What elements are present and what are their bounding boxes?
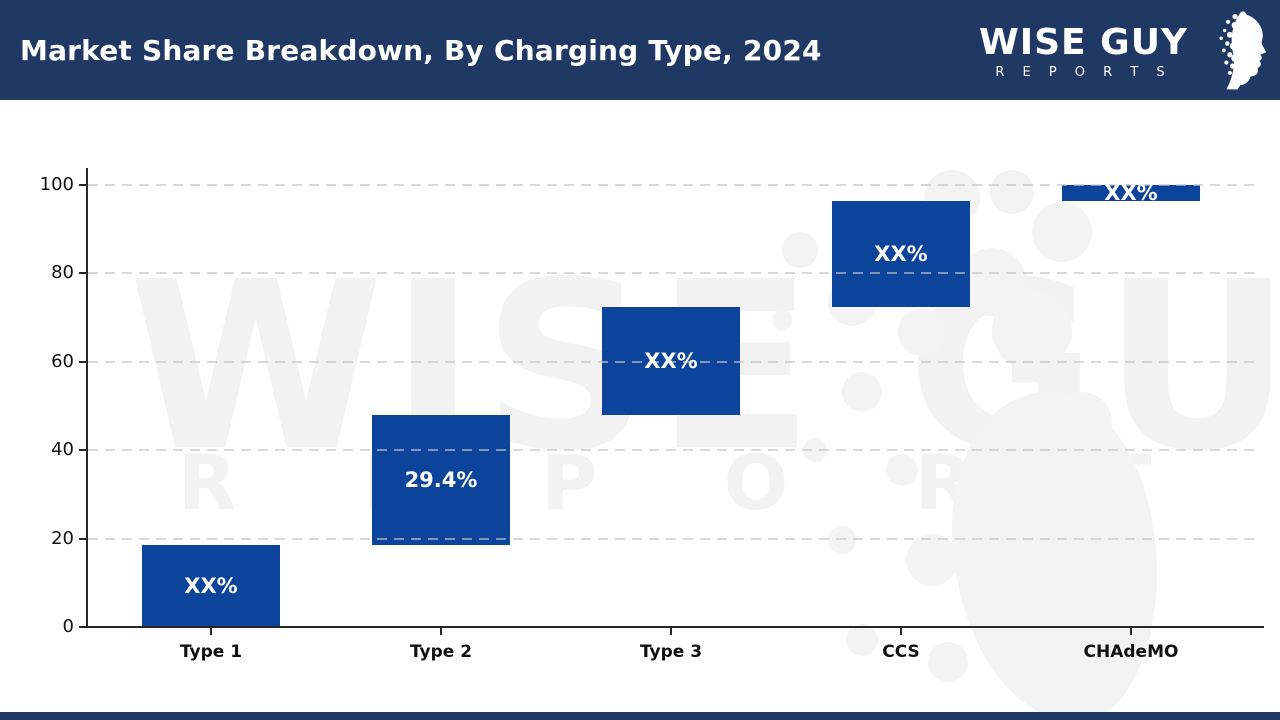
watermark-dot [782,232,818,268]
gridline-y-60 [88,360,1256,363]
x-tick-label-type-3: Type 3 [639,642,703,662]
y-tick-mark [79,626,86,628]
bar-ccs [832,200,970,308]
watermark-dot [906,534,958,586]
bar-type-1 [142,545,280,627]
y-tick-label: 60 [51,350,74,372]
x-tick-label-chademo: CHAdeMO [1083,642,1179,662]
watermark-dot [990,170,1034,214]
bar-chademo [1062,184,1200,201]
watermark-dot [992,290,1072,370]
watermark-dot [1032,202,1092,262]
watermark-dot [1016,626,1068,678]
x-tick-mark [1130,628,1132,635]
footer-bar [0,712,1280,720]
dotted-head-icon [1219,11,1267,90]
x-axis-spine [86,626,1264,628]
y-tick-mark [79,537,86,540]
watermark-dot [828,526,856,554]
y-tick-label: 0 [62,616,74,637]
y-tick-label: 40 [51,439,74,460]
watermark-dot [772,310,792,330]
bar-value-label: 29.4% [404,468,478,493]
x-tick-mark [670,628,672,635]
watermark-dot [898,308,946,356]
y-tick-label: 80 [51,262,74,283]
gridline-y-20 [88,537,1256,540]
watermark-dot [928,642,968,682]
bar-value-label: XX% [644,349,698,374]
brand-name: WISE GUY [978,22,1188,63]
x-tick-mark [210,628,212,635]
x-tick-label-type-2: Type 2 [409,642,473,662]
gridline-y-80 [88,272,1256,274]
watermark-dot [1063,503,1107,547]
y-tick-mark [79,449,86,451]
y-tick-label: 100 [39,173,74,195]
header-bar: Market Share Breakdown, By Charging Type… [0,0,1280,100]
x-tick-mark [900,628,902,635]
page-title: Market Share Breakdown, By Charging Type… [20,33,822,67]
bar-value-label: XX% [874,241,928,266]
y-axis-spine [86,168,88,628]
y-tick-label: 20 [51,527,74,549]
y-tick-mark [79,360,86,363]
bar-type-2 [372,415,510,546]
gridline-y-40 [88,449,1256,451]
x-tick-label-ccs: CCS [882,642,920,662]
watermark-dot [886,454,918,486]
bar-value-label: XX% [184,574,238,599]
watermark-dot [1052,392,1112,452]
bar-value-label: XX% [1104,180,1158,205]
brand-subname: R E P O R T S [995,65,1172,80]
watermark-dot [846,624,878,656]
x-tick-label-type-1: Type 1 [179,642,243,662]
y-tick-mark [79,272,86,274]
x-tick-mark [440,628,442,635]
brand-logo-text: WISE GUY R E P O R T S [978,22,1188,80]
y-tick-mark [79,183,86,186]
watermark-dot [842,372,882,412]
brand-logo: WISE GUY R E P O R T S [979,4,1268,96]
gridline-y-100 [88,183,1256,186]
